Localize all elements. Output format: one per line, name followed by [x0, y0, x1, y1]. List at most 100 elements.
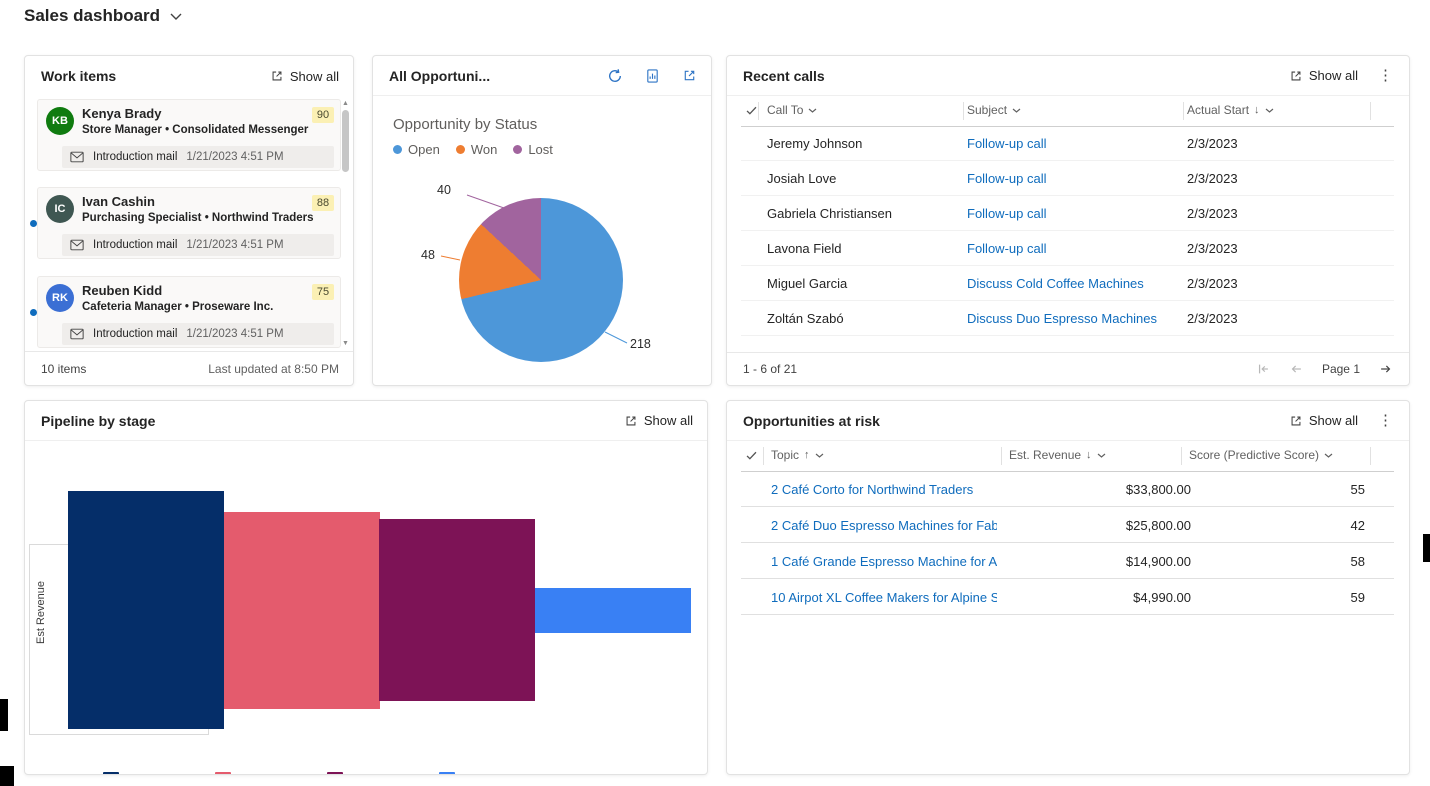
- actual-start-cell: 2/3/2023: [1187, 171, 1238, 186]
- subject-link[interactable]: Follow-up call: [967, 136, 1047, 151]
- work-item[interactable]: RK Reuben Kidd 75 Cafeteria Manager • Pr…: [30, 276, 341, 348]
- scrollbar[interactable]: ▲ ▼: [341, 100, 350, 347]
- sort-ascending-icon: ↑: [804, 449, 810, 461]
- dashboard-title-dropdown[interactable]: Sales dashboard: [24, 6, 182, 26]
- actual-start-cell: 2/3/2023: [1187, 136, 1238, 151]
- popout-icon: [270, 69, 284, 83]
- checkmark-icon[interactable]: [745, 104, 758, 117]
- activity-label: Introduction mail: [93, 328, 178, 340]
- unread-dot: [30, 309, 37, 316]
- table-row[interactable]: 10 Airpot XL Coffee Makers for Alpine Sk…: [741, 579, 1394, 615]
- unread-dot: [30, 220, 37, 227]
- activity-row[interactable]: Introduction mail 1/21/2023 4:51 PM: [62, 234, 334, 256]
- table-row[interactable]: 2 Café Duo Espresso Machines for Fabrika…: [741, 507, 1394, 543]
- show-all-button[interactable]: Show all: [624, 413, 693, 428]
- subject-link[interactable]: Discuss Cold Coffee Machines: [967, 276, 1144, 291]
- next-page-icon[interactable]: [1378, 362, 1393, 376]
- table-row[interactable]: 2 Café Corto for Northwind Traders $33,8…: [741, 471, 1394, 507]
- work-items-footer: 10 items Last updated at 8:50 PM: [25, 351, 353, 385]
- subject-link[interactable]: Follow-up call: [967, 171, 1047, 186]
- pagination: Page 1: [1256, 362, 1393, 376]
- pie-data-label-open: 218: [630, 337, 651, 351]
- pie-chart[interactable]: [459, 198, 623, 362]
- sort-descending-icon: ↓: [1086, 449, 1092, 461]
- all-opportunities-card: All Opportuni... Opportunity by Status O…: [372, 55, 712, 386]
- scrollbar-thumb[interactable]: [342, 110, 349, 172]
- show-all-button[interactable]: Show all: [270, 69, 339, 84]
- sort-descending-icon: ↓: [1254, 104, 1260, 116]
- column-actual-start[interactable]: Actual Start ↓: [1187, 103, 1274, 117]
- activity-row[interactable]: Introduction mail 1/21/2023 4:51 PM: [62, 323, 334, 345]
- contact-name: Ivan Cashin: [82, 194, 155, 209]
- card-title: Opportunities at risk: [743, 412, 880, 429]
- previous-page-icon[interactable]: [1289, 362, 1304, 376]
- column-score[interactable]: Score (Predictive Score): [1189, 448, 1333, 462]
- subject-link[interactable]: Discuss Duo Espresso Machines: [967, 311, 1158, 326]
- actual-start-cell: 2/3/2023: [1187, 311, 1238, 326]
- more-options-icon[interactable]: ⋮: [1378, 412, 1393, 429]
- popout-icon: [1289, 414, 1303, 428]
- funnel-legend-swatch-1: [103, 772, 119, 774]
- contact-role: Store Manager • Consolidated Messenger: [82, 124, 309, 136]
- funnel-segment-4[interactable]: [534, 587, 691, 633]
- contact-name: Kenya Brady: [82, 106, 162, 121]
- refresh-icon[interactable]: [607, 68, 623, 84]
- column-topic[interactable]: Topic ↑: [771, 448, 824, 462]
- work-item[interactable]: KB Kenya Brady 90 Store Manager • Consol…: [37, 99, 341, 171]
- topic-link[interactable]: 2 Café Duo Espresso Machines for Fabrika: [771, 518, 997, 533]
- table-row[interactable]: Zoltán Szabó Discuss Duo Espresso Machin…: [741, 301, 1394, 336]
- column-subject[interactable]: Subject: [967, 103, 1021, 117]
- table-row[interactable]: Lavona Field Follow-up call 2/3/2023: [741, 231, 1394, 266]
- topic-link[interactable]: 10 Airpot XL Coffee Makers for Alpine Sk…: [771, 590, 997, 605]
- work-item[interactable]: IC Ivan Cashin 88 Purchasing Specialist …: [30, 187, 341, 259]
- report-icon[interactable]: [645, 68, 660, 84]
- column-est-revenue[interactable]: Est. Revenue ↓: [1009, 448, 1106, 462]
- table-row[interactable]: Gabriela Christiansen Follow-up call 2/3…: [741, 196, 1394, 231]
- card-title: All Opportuni...: [389, 67, 491, 84]
- first-page-icon[interactable]: [1256, 362, 1271, 376]
- legend-dot: [513, 145, 523, 154]
- work-items-card: Work items Show all KB Kenya Brady 90 St…: [24, 55, 354, 386]
- checkmark-icon[interactable]: [745, 449, 758, 462]
- scroll-up-icon[interactable]: ▲: [342, 100, 349, 107]
- card-title: Pipeline by stage: [41, 412, 156, 429]
- pie-data-label-lost: 40: [437, 183, 451, 197]
- est-revenue-cell: $33,800.00: [1125, 482, 1191, 497]
- table-row[interactable]: Jeremy Johnson Follow-up call 2/3/2023: [741, 126, 1394, 161]
- score-cell: 42: [1350, 518, 1365, 533]
- subject-link[interactable]: Follow-up call: [967, 206, 1047, 221]
- legend-item-open[interactable]: Open: [393, 142, 440, 157]
- activity-row[interactable]: Introduction mail 1/21/2023 4:51 PM: [62, 146, 334, 168]
- legend-dot: [393, 145, 402, 154]
- chart-legend: Open Won Lost: [393, 142, 553, 157]
- funnel-segment-1[interactable]: [68, 491, 224, 729]
- show-all-button[interactable]: Show all: [1289, 68, 1358, 83]
- screen-artifact: [1423, 534, 1430, 562]
- topic-link[interactable]: 1 Café Grande Espresso Machine for Alpin: [771, 554, 997, 569]
- legend-item-won[interactable]: Won: [455, 142, 497, 157]
- legend-dot: [455, 145, 465, 154]
- popout-icon: [1289, 69, 1303, 83]
- scroll-down-icon[interactable]: ▼: [342, 340, 349, 347]
- mail-icon: [70, 328, 84, 340]
- pie-leader-line: [466, 194, 505, 209]
- funnel-chart[interactable]: [25, 401, 707, 774]
- mail-icon: [70, 151, 84, 163]
- pie-data-label-won: 48: [421, 248, 435, 262]
- subject-link[interactable]: Follow-up call: [967, 241, 1047, 256]
- funnel-segment-2[interactable]: [223, 511, 380, 709]
- opportunities-at-risk-card: Opportunities at risk Show all ⋮ Topic ↑ …: [726, 400, 1410, 775]
- table-row[interactable]: Miguel Garcia Discuss Cold Coffee Machin…: [741, 266, 1394, 301]
- table-row[interactable]: Josiah Love Follow-up call 2/3/2023: [741, 161, 1394, 196]
- topic-link[interactable]: 2 Café Corto for Northwind Traders: [771, 482, 974, 497]
- table-row[interactable]: 1 Café Grande Espresso Machine for Alpin…: [741, 543, 1394, 579]
- page-label: Page 1: [1321, 362, 1360, 376]
- more-options-icon[interactable]: ⋮: [1378, 67, 1393, 84]
- avatar: RK: [46, 284, 74, 312]
- funnel-segment-3[interactable]: [379, 519, 535, 701]
- column-call-to[interactable]: Call To: [767, 103, 817, 117]
- popout-icon[interactable]: [682, 68, 697, 83]
- legend-item-lost[interactable]: Lost: [513, 142, 553, 157]
- show-all-button[interactable]: Show all: [1289, 413, 1358, 428]
- est-revenue-cell: $4,990.00: [1133, 590, 1191, 605]
